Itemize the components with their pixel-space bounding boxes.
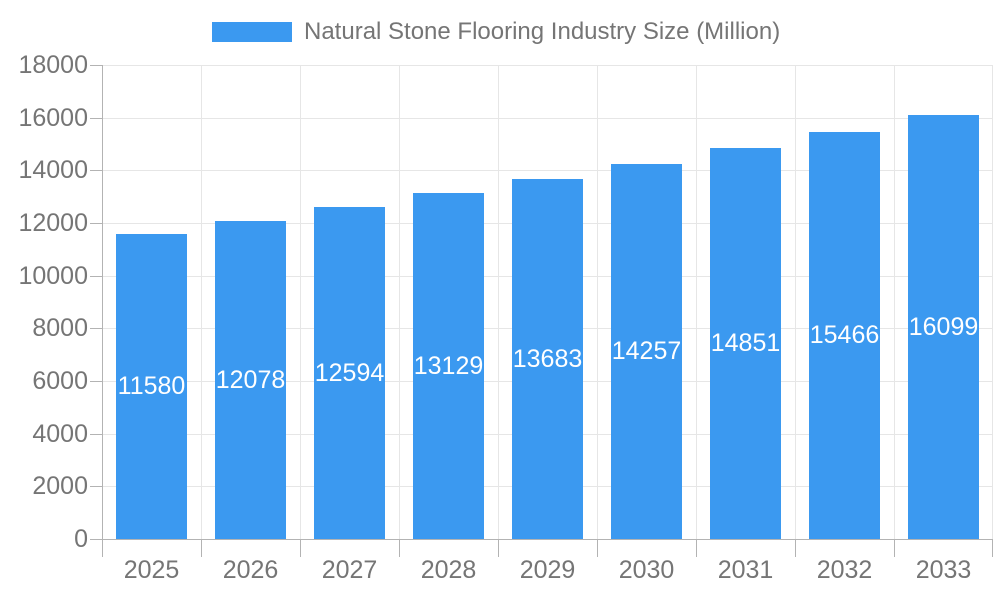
x-axis-line xyxy=(102,539,993,540)
x-tick-mark xyxy=(795,539,796,557)
gridline-v xyxy=(300,65,301,539)
bar-2029[interactable]: 13683 xyxy=(512,179,583,539)
legend-label[interactable]: Natural Stone Flooring Industry Size (Mi… xyxy=(304,18,781,45)
x-tick-mark xyxy=(696,539,697,557)
x-tick-mark xyxy=(894,539,895,557)
x-tick-mark xyxy=(201,539,202,557)
bar-value-label: 12078 xyxy=(215,365,286,394)
y-tick-mark xyxy=(90,486,102,487)
x-tick-mark xyxy=(399,539,400,557)
bar-2028[interactable]: 13129 xyxy=(413,193,484,539)
bar-value-label: 14257 xyxy=(611,337,682,365)
gridline-h xyxy=(102,170,993,171)
bar-value-label: 15466 xyxy=(809,321,880,349)
bar-value-label: 16099 xyxy=(908,312,979,341)
gridline-v xyxy=(894,65,895,539)
x-tick-mark xyxy=(102,539,103,557)
y-tick-label: 4000 xyxy=(32,420,88,448)
gridline-v xyxy=(992,65,993,539)
y-tick-label: 14000 xyxy=(18,156,88,184)
y-tick-mark xyxy=(90,539,102,540)
y-tick-label: 16000 xyxy=(18,104,88,132)
x-tick-label: 2032 xyxy=(816,556,873,584)
bar-2027[interactable]: 12594 xyxy=(314,207,385,539)
x-tick-label: 2028 xyxy=(420,556,477,584)
gridline-v xyxy=(597,65,598,539)
y-tick-mark xyxy=(90,170,102,171)
x-tick-mark xyxy=(992,539,993,557)
y-tick-mark xyxy=(90,434,102,435)
x-tick-mark xyxy=(597,539,598,557)
gridline-h xyxy=(102,118,993,119)
x-tick-label: 2033 xyxy=(915,556,972,584)
y-tick-mark xyxy=(90,223,102,224)
x-tick-label: 2031 xyxy=(717,556,774,584)
bar-2032[interactable]: 15466 xyxy=(809,132,880,539)
gridline-v xyxy=(795,65,796,539)
x-tick-label: 2030 xyxy=(618,556,675,584)
y-tick-label: 12000 xyxy=(18,209,88,237)
gridline-h xyxy=(102,65,993,66)
bar-2025[interactable]: 11580 xyxy=(116,234,187,539)
bar-2030[interactable]: 14257 xyxy=(611,164,682,539)
y-tick-mark xyxy=(90,118,102,119)
x-tick-label: 2026 xyxy=(222,556,279,584)
y-tick-label: 2000 xyxy=(32,472,88,500)
y-tick-mark xyxy=(90,381,102,382)
bar-value-label: 12594 xyxy=(314,358,385,387)
bar-2026[interactable]: 12078 xyxy=(215,221,286,539)
bar-value-label: 14851 xyxy=(710,329,781,357)
y-tick-label: 8000 xyxy=(32,314,88,342)
y-tick-mark xyxy=(90,328,102,329)
bar-2031[interactable]: 14851 xyxy=(710,148,781,539)
x-tick-label: 2027 xyxy=(321,556,378,584)
y-axis-line xyxy=(102,65,103,539)
x-tick-label: 2025 xyxy=(123,556,180,584)
y-tick-label: 0 xyxy=(74,525,88,553)
chart-legend: Natural Stone Flooring Industry Size (Mi… xyxy=(212,16,780,48)
bar-value-label: 13129 xyxy=(413,351,484,380)
bar-value-label: 13683 xyxy=(512,344,583,373)
bar-2033[interactable]: 16099 xyxy=(908,115,979,539)
gridline-v xyxy=(498,65,499,539)
x-tick-mark xyxy=(498,539,499,557)
y-tick-label: 18000 xyxy=(18,51,88,79)
x-tick-mark xyxy=(300,539,301,557)
gridline-v xyxy=(201,65,202,539)
y-tick-label: 6000 xyxy=(32,367,88,395)
y-tick-label: 10000 xyxy=(18,262,88,290)
bar-value-label: 11580 xyxy=(117,372,186,400)
y-tick-mark xyxy=(90,276,102,277)
legend-swatch[interactable] xyxy=(212,22,292,42)
x-tick-label: 2029 xyxy=(519,556,576,584)
y-tick-mark xyxy=(90,65,102,66)
gridline-v xyxy=(399,65,400,539)
gridline-v xyxy=(696,65,697,539)
